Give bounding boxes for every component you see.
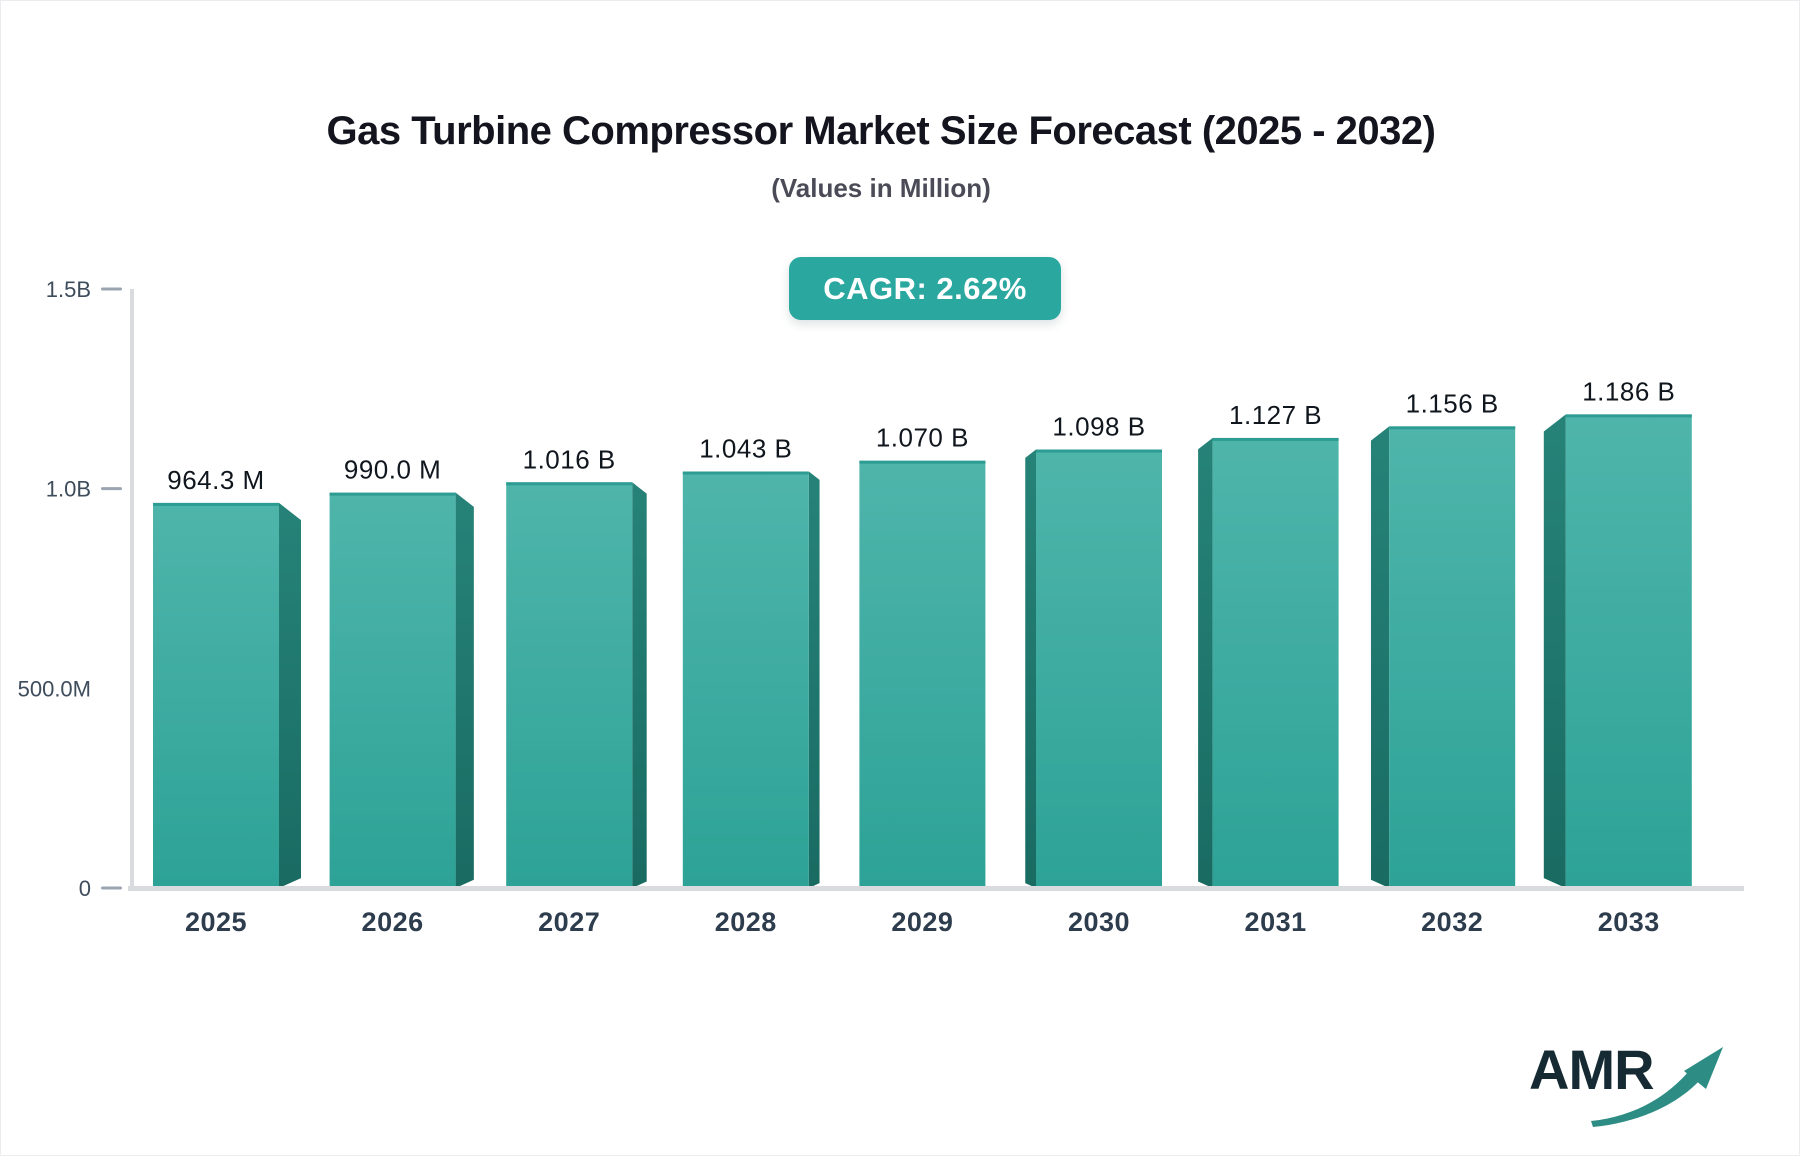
bar-front-face xyxy=(1389,426,1516,888)
y-axis-tick-label: 500.0M xyxy=(18,676,91,701)
bar-top-edge xyxy=(329,492,456,496)
bar-value-label: 1.098 B xyxy=(1052,412,1145,442)
x-axis-label: 2026 xyxy=(362,907,424,937)
bar-top-edge xyxy=(1389,426,1516,430)
y-axis-tick-dash xyxy=(101,886,122,890)
bar-value-label: 990.0 M xyxy=(344,455,441,485)
bar-front-face xyxy=(1036,449,1162,888)
bar-front-face xyxy=(329,492,456,888)
bar-2025: 964.3 M 2025 xyxy=(153,465,301,937)
bar-2026: 990.0 M 2026 xyxy=(329,455,474,937)
bar-front-face xyxy=(506,482,633,888)
bar-side-face xyxy=(808,471,820,888)
chart-title: Gas Turbine Compressor Market Size Forec… xyxy=(326,109,1436,153)
bar-side-face xyxy=(1198,437,1213,888)
y-axis-tick-label: 1.0B xyxy=(46,477,91,502)
bar-side-face xyxy=(1370,426,1390,888)
bar-2031: 1.127 B 2031 xyxy=(1198,400,1339,937)
x-axis-label: 2028 xyxy=(715,907,777,937)
x-axis-label: 2031 xyxy=(1245,907,1307,937)
bar-front-face xyxy=(859,460,986,888)
y-axis-tick-dash xyxy=(101,487,122,491)
bar-front-face xyxy=(1212,437,1339,888)
bar-value-label: 1.127 B xyxy=(1229,400,1322,430)
bar-2033: 1.186 B 2033 xyxy=(1543,376,1692,937)
x-axis-label: 2033 xyxy=(1598,907,1660,937)
bar-2028: 1.043 B 2028 xyxy=(682,433,820,937)
bar-value-label: 964.3 M xyxy=(167,465,264,495)
y-axis-tick-dash xyxy=(101,287,122,291)
bar-top-edge xyxy=(506,482,633,486)
chart-subtitle: (Values in Million) xyxy=(771,173,991,203)
y-axis-tick-label: 1.5B xyxy=(46,277,91,302)
bar-2030: 1.098 B 2030 xyxy=(1025,412,1162,937)
bar-top-edge xyxy=(859,460,986,464)
bar-front-face xyxy=(1565,414,1692,888)
cagr-badge: CAGR: 2.62% xyxy=(789,257,1061,320)
bar-top-edge xyxy=(153,502,279,506)
bar-front-face xyxy=(682,471,809,888)
bar-side-face xyxy=(1025,449,1036,888)
x-axis-label: 2029 xyxy=(891,907,953,937)
bar-value-label: 1.186 B xyxy=(1582,376,1675,406)
y-axis-line xyxy=(130,289,134,888)
x-axis-label: 2030 xyxy=(1068,907,1130,937)
x-axis-label: 2025 xyxy=(185,907,247,937)
amr-logo: AMR xyxy=(1529,1037,1749,1137)
bar-side-face xyxy=(279,502,301,888)
bar-2029: 1.070 B 2029 xyxy=(859,423,986,937)
bar-2027: 1.016 B 2027 xyxy=(506,444,647,937)
bar-front-face xyxy=(153,502,279,888)
bar-value-label: 1.043 B xyxy=(699,433,792,463)
bar-2032: 1.156 B 2032 xyxy=(1370,388,1516,937)
bar-side-face xyxy=(455,492,474,888)
bar-side-face xyxy=(632,482,647,888)
bar-top-edge xyxy=(1565,414,1692,418)
growth-arrow-icon xyxy=(1591,1047,1723,1127)
x-axis-label: 2032 xyxy=(1421,907,1483,937)
bar-top-edge xyxy=(1036,449,1162,453)
bar-value-label: 1.156 B xyxy=(1406,388,1499,418)
bar-value-label: 1.016 B xyxy=(523,444,616,474)
bar-top-edge xyxy=(682,471,809,475)
x-axis-line xyxy=(128,886,1744,891)
bar-value-label: 1.070 B xyxy=(876,423,969,453)
y-axis-tick-label: 0 xyxy=(79,876,91,901)
x-axis-label: 2027 xyxy=(538,907,600,937)
amr-logo-text: AMR xyxy=(1529,1038,1655,1101)
bar-side-face xyxy=(1543,414,1566,888)
bar-top-edge xyxy=(1212,437,1339,441)
